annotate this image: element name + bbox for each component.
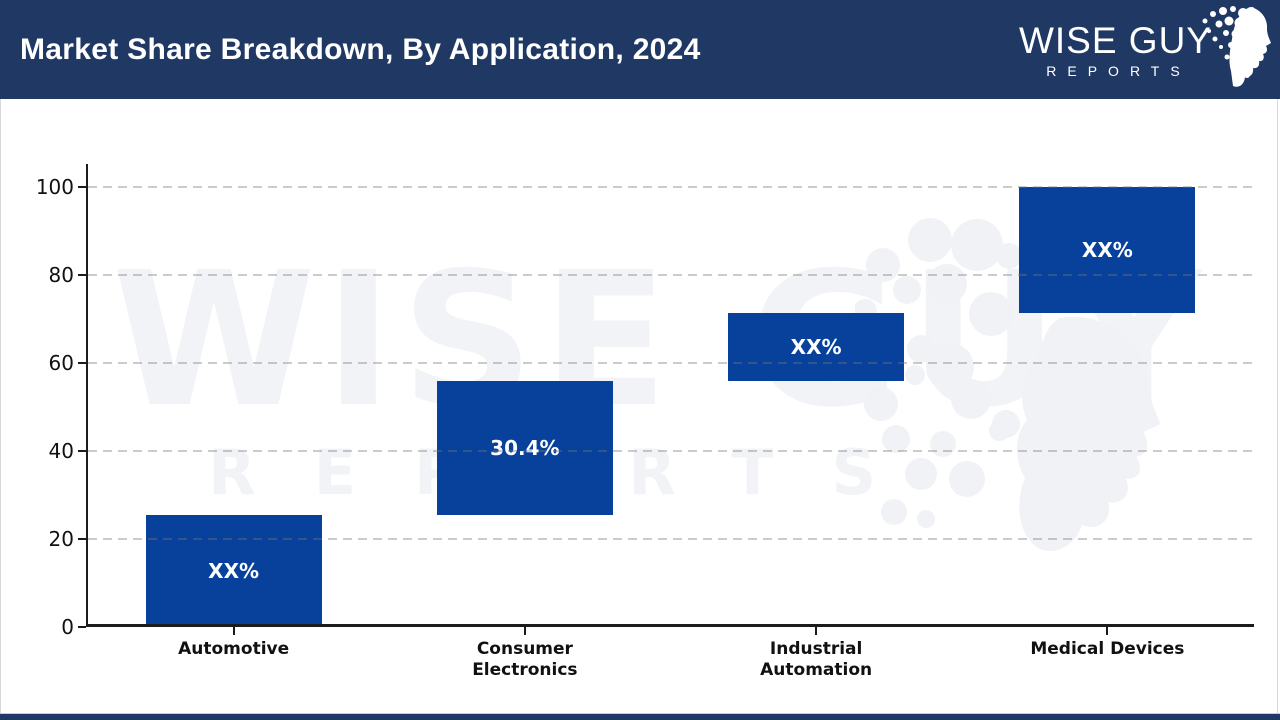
bar-value-label-automotive: XX% (208, 558, 260, 583)
y-tick-label-60: 60 (48, 351, 74, 375)
logo-line1: WISE GUY (1018, 19, 1212, 61)
x-category-label-consumer-electronics: Consumer Electronics (472, 639, 578, 680)
gridline-y-80 (88, 274, 1253, 276)
left-border-line (0, 99, 1, 714)
page-title: Market Share Breakdown, By Application, … (20, 32, 701, 66)
y-tick-mark-80 (78, 274, 86, 276)
y-tick-mark-20 (78, 538, 86, 540)
footer-bar (0, 713, 1280, 720)
gridline-y-20 (88, 538, 1253, 540)
y-tick-mark-100 (78, 186, 86, 188)
x-category-label-medical-devices: Medical Devices (1030, 639, 1185, 659)
gridline-y-60 (88, 362, 1253, 364)
y-tick-mark-60 (78, 362, 86, 364)
y-axis-line (86, 164, 88, 626)
bar-medical-devices: XX% (1019, 187, 1196, 313)
header: Market Share Breakdown, By Application, … (0, 0, 1280, 99)
bar-automotive: XX% (145, 514, 322, 627)
y-tick-label-80: 80 (48, 263, 74, 287)
gridline-y-100 (88, 186, 1253, 188)
x-tick-mark-automotive (232, 627, 235, 635)
logo-line2: REPORTS (1046, 62, 1191, 79)
bar-consumer-electronics: 30.4% (436, 381, 613, 515)
x-category-label-automotive: Automotive (178, 639, 290, 659)
brand-logo: WISE GUY REPORTS (1019, 4, 1272, 96)
bar-industrial-automation: XX% (728, 312, 905, 382)
plot-area: XX% 30.4% XX% XX% (88, 165, 1253, 627)
watermark-face-icon (855, 218, 1161, 552)
bar-value-label-medical-devices: XX% (1081, 237, 1133, 262)
y-tick-label-100: 100 (35, 175, 74, 199)
y-tick-label-0: 0 (61, 615, 74, 639)
x-category-label-industrial-automation: Industrial Automation (760, 639, 873, 680)
x-tick-mark-industrial-automation (815, 627, 818, 635)
wise-guy-face-icon (1202, 6, 1271, 87)
logo-wordmark: WISE GUY REPORTS (1018, 19, 1212, 79)
gridline-y-40 (88, 450, 1253, 452)
right-border-line (1277, 99, 1278, 714)
y-tick-mark-40 (78, 450, 86, 452)
y-tick-label-20: 20 (48, 527, 74, 551)
bar-value-label-consumer-electronics: 30.4% (490, 435, 560, 460)
bar-value-label-industrial-automation: XX% (790, 334, 842, 359)
x-tick-mark-consumer-electronics (523, 627, 526, 635)
x-axis-line (86, 624, 1254, 627)
y-tick-mark-0 (78, 626, 86, 628)
y-tick-label-40: 40 (48, 439, 74, 463)
x-tick-mark-medical-devices (1106, 627, 1109, 635)
